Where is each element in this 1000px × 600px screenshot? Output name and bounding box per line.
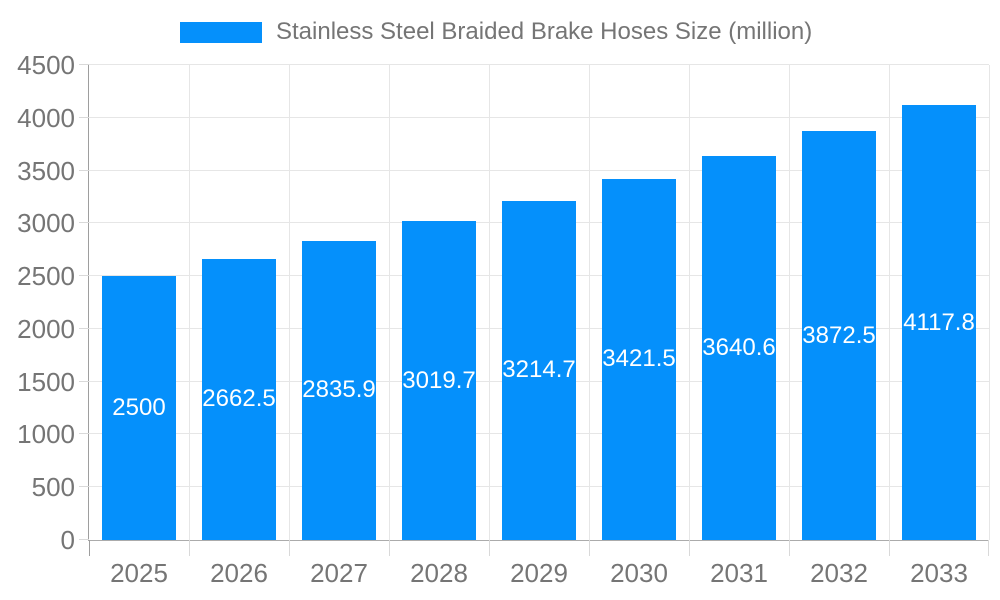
x-tick xyxy=(589,540,590,556)
bar: 3421.5 xyxy=(602,178,676,540)
bar: 3019.7 xyxy=(402,221,476,540)
x-tick-label: 2028 xyxy=(410,558,468,588)
bar: 2662.5 xyxy=(202,258,276,540)
bar-value-label: 2835.9 xyxy=(302,376,376,404)
h-gridline xyxy=(89,169,989,171)
x-tick xyxy=(189,540,190,556)
y-tick xyxy=(79,486,89,488)
x-tick xyxy=(988,540,989,556)
legend-label: Stainless Steel Braided Brake Hoses Size… xyxy=(276,18,813,45)
y-tick xyxy=(79,64,89,65)
x-tick-label: 2025 xyxy=(110,558,168,588)
y-tick-label: 3500 xyxy=(17,155,75,186)
v-gridline xyxy=(489,65,490,540)
y-tick xyxy=(79,327,89,329)
bar: 3214.7 xyxy=(502,200,576,540)
bar: 4117.8 xyxy=(902,105,976,540)
bar: 3872.5 xyxy=(802,131,876,540)
y-tick-label: 3000 xyxy=(17,208,75,239)
h-gridline xyxy=(89,116,989,118)
x-tick-label: 2030 xyxy=(610,558,668,588)
bar: 3640.6 xyxy=(702,155,776,540)
x-tick xyxy=(89,540,90,556)
plot-area: 0 500 1000 1500 2000 2500 3000 3500 4000 4500 2500… xyxy=(17,50,990,588)
h-gridline xyxy=(89,64,989,65)
x-tick xyxy=(789,540,790,556)
x-tick-label: 2033 xyxy=(910,558,968,588)
v-gridline xyxy=(189,65,190,540)
v-gridline xyxy=(389,65,390,540)
x-tick-label: 2029 xyxy=(510,558,568,588)
v-gridline xyxy=(689,65,690,540)
bar-value-label: 2662.5 xyxy=(202,385,276,413)
y-tick-label: 1500 xyxy=(17,366,75,397)
x-tick-label: 2031 xyxy=(710,558,768,588)
y-tick xyxy=(79,433,89,435)
x-tick-label: 2027 xyxy=(310,558,368,588)
y-tick-label: 2000 xyxy=(17,313,75,344)
y-tick-label: 4000 xyxy=(17,102,75,133)
v-gridline xyxy=(989,65,990,540)
y-tick xyxy=(79,222,89,224)
bar: 2500 xyxy=(102,276,176,540)
bar-value-label: 2500 xyxy=(112,394,166,422)
v-gridline xyxy=(289,65,290,540)
y-tick xyxy=(79,169,89,171)
x-tick-label: 2026 xyxy=(210,558,268,588)
x-tick xyxy=(389,540,390,556)
x-tick xyxy=(489,540,490,556)
legend[interactable]: Stainless Steel Braided Brake Hoses Size… xyxy=(180,20,812,44)
bar-value-label: 3019.7 xyxy=(402,366,476,394)
y-tick-label: 1000 xyxy=(17,419,75,450)
v-gridline xyxy=(589,65,590,540)
v-gridline xyxy=(889,65,890,540)
y-tick xyxy=(79,539,89,540)
x-tick xyxy=(289,540,290,556)
x-tick xyxy=(689,540,690,556)
x-tick xyxy=(889,540,890,556)
bar-value-label: 3214.7 xyxy=(502,356,576,384)
bar: 2835.9 xyxy=(302,240,376,540)
bar-value-label: 3640.6 xyxy=(702,333,776,361)
y-tick xyxy=(79,116,89,118)
y-tick xyxy=(79,275,89,277)
v-gridline xyxy=(789,65,790,540)
y-tick-label: 0 xyxy=(60,525,75,555)
legend-swatch xyxy=(180,21,262,43)
y-tick-label: 4500 xyxy=(17,50,75,80)
y-tick xyxy=(79,380,89,382)
bar-value-label: 3872.5 xyxy=(802,321,876,349)
y-tick-label: 500 xyxy=(31,472,75,503)
bar-value-label: 4117.8 xyxy=(903,308,975,336)
x-tick-label: 2032 xyxy=(810,558,868,588)
y-tick-label: 2500 xyxy=(17,261,75,292)
bar-value-label: 3421.5 xyxy=(602,345,676,373)
